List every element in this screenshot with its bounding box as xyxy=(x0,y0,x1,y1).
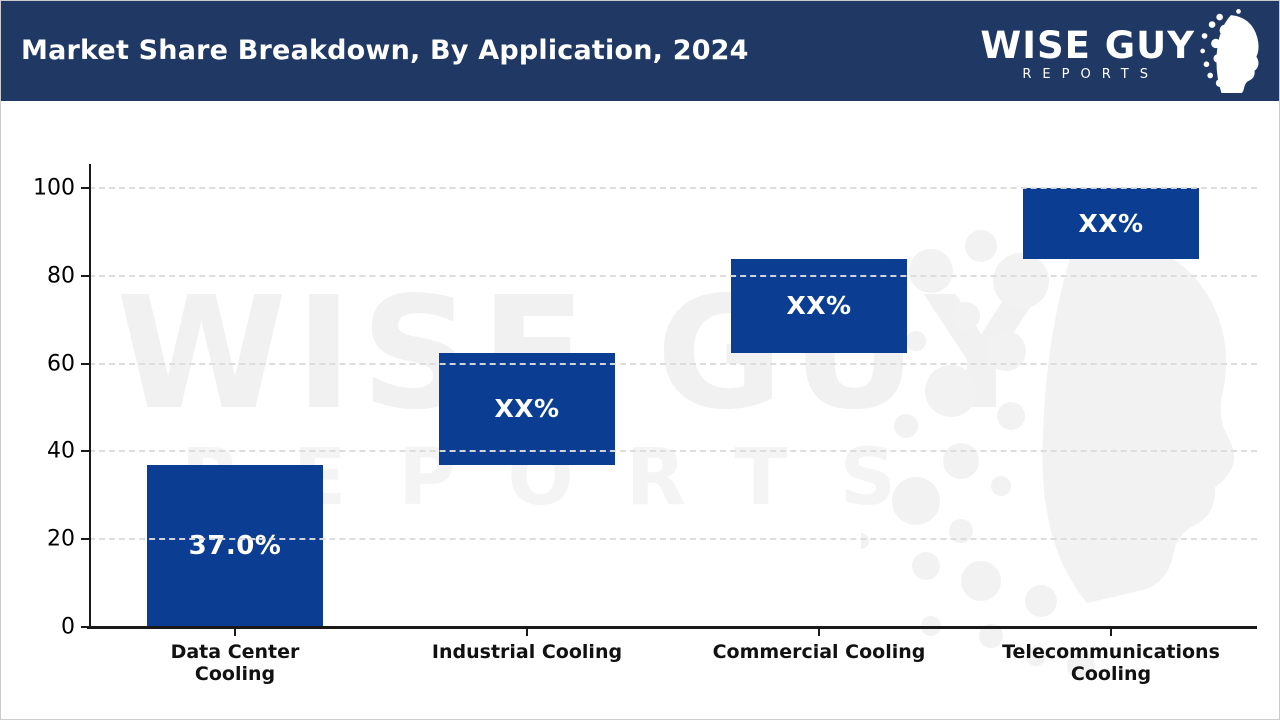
bar-segment: XX% xyxy=(1023,188,1199,260)
bar-segment: XX% xyxy=(731,259,907,353)
logo-head-icon xyxy=(1200,9,1259,93)
gridline-20 xyxy=(89,538,1257,541)
bar-segment: XX% xyxy=(439,352,615,465)
y-tick-label-20: 20 xyxy=(47,526,75,552)
x-tick xyxy=(526,628,528,636)
gridline-100 xyxy=(89,187,1257,189)
logo-reports-text: REPORTS xyxy=(1022,67,1159,82)
gridline-60 xyxy=(89,362,1257,365)
y-axis-line xyxy=(89,164,91,629)
x-tick xyxy=(234,628,236,636)
page-title: Market Share Breakdown, By Application, … xyxy=(21,35,749,66)
header-bar: Market Share Breakdown, By Application, … xyxy=(1,1,1279,101)
y-tick-label-100: 100 xyxy=(33,175,75,201)
y-tick-40 xyxy=(81,450,89,453)
gridline-80 xyxy=(89,274,1257,277)
y-tick-label-40: 40 xyxy=(47,438,75,464)
y-tick-20 xyxy=(81,538,89,541)
y-tick-100 xyxy=(81,187,89,189)
y-tick-label-80: 80 xyxy=(47,263,75,289)
x-category-label: Data Center Cooling xyxy=(170,641,300,685)
bar-value-label: XX% xyxy=(494,394,560,424)
bar-value-label: XX% xyxy=(786,291,852,321)
watermark-head-icon xyxy=(861,229,1235,680)
y-tick-label-60: 60 xyxy=(47,351,75,377)
x-category-label: Telecommunications Cooling xyxy=(1002,641,1220,685)
x-axis-line xyxy=(87,626,1257,629)
x-tick xyxy=(818,628,820,636)
x-category-label: Commercial Cooling xyxy=(712,641,926,663)
y-tick-80 xyxy=(81,274,89,277)
plot-area: 0 20 40 60 80 100 37.0% XX% XX% XX% Data Center Co… xyxy=(1,101,1279,719)
x-category-label: Industrial Cooling xyxy=(431,641,623,663)
x-tick xyxy=(1110,628,1112,636)
bar-segment: 37.0% xyxy=(147,464,323,627)
bar-value-label: 37.0% xyxy=(188,530,282,561)
bar-value-label: XX% xyxy=(1078,209,1144,239)
y-tick-label-0: 0 xyxy=(61,614,75,640)
logo-wiseguy-text: WISE GUY xyxy=(980,24,1195,67)
y-tick-60 xyxy=(81,362,89,365)
gridline-40 xyxy=(89,450,1257,453)
brand-logo: WISE GUY REPORTS xyxy=(980,7,1263,97)
y-tick-0 xyxy=(81,626,89,628)
